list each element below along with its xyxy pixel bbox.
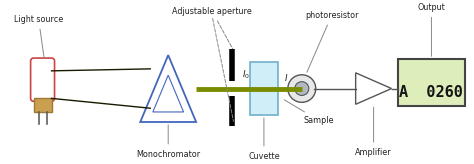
Polygon shape (140, 55, 196, 122)
Circle shape (295, 82, 309, 95)
Polygon shape (356, 73, 392, 104)
Text: Adjustable aperture: Adjustable aperture (172, 7, 252, 49)
Bar (34, 98, 52, 112)
Polygon shape (153, 75, 183, 112)
Text: $I_0$: $I_0$ (242, 68, 250, 81)
Text: $I$: $I$ (284, 72, 288, 83)
Bar (398, 59, 465, 106)
Text: Amplifier: Amplifier (356, 107, 392, 157)
Text: photoresistor: photoresistor (305, 11, 358, 72)
Bar (250, 62, 278, 115)
Text: Sample: Sample (284, 100, 334, 125)
FancyBboxPatch shape (31, 58, 55, 101)
Text: A  0260: A 0260 (400, 85, 464, 100)
Text: Cuvette: Cuvette (248, 118, 280, 161)
Bar (302, 85, 314, 92)
Text: Light source: Light source (14, 15, 63, 58)
Text: Output: Output (418, 3, 445, 56)
Text: Monochromator: Monochromator (136, 125, 200, 159)
Circle shape (288, 75, 316, 102)
